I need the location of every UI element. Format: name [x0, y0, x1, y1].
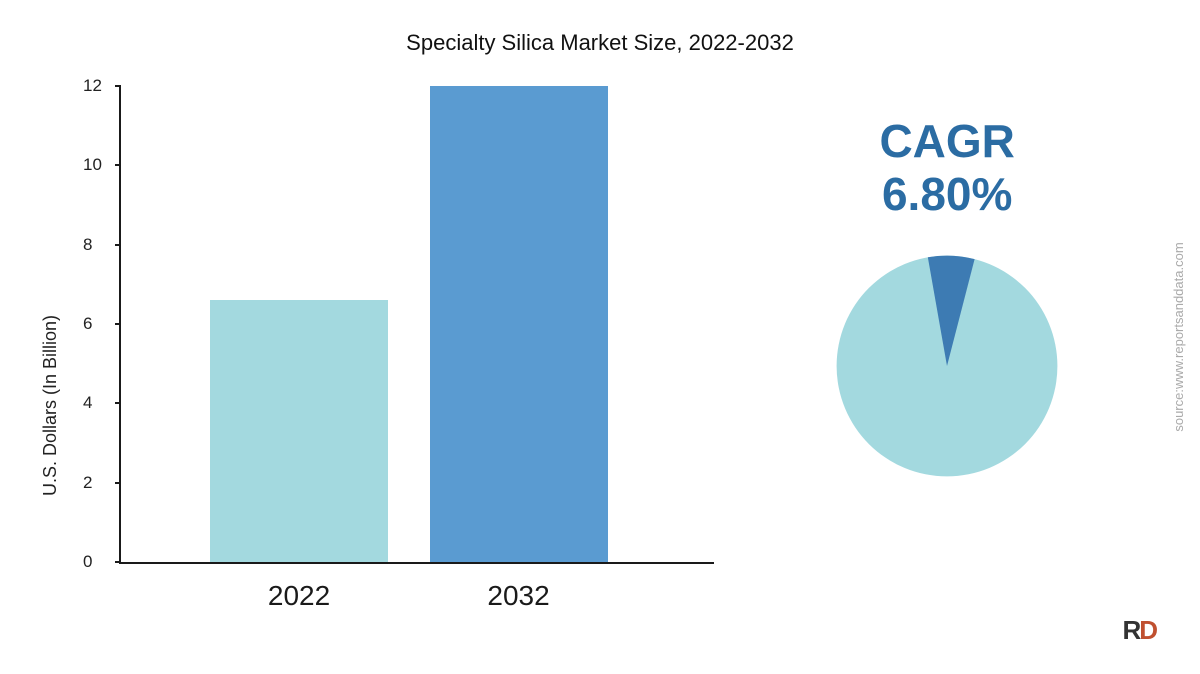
y-tick-label: 8 [83, 235, 92, 255]
y-tick-label: 12 [83, 76, 102, 96]
x-axis-label: 2032 [487, 580, 549, 612]
content-row: U.S. Dollars (In Billion) 0 2 4 6 8 10 12 2022 2… [40, 76, 1160, 654]
logo-d: D [1139, 615, 1156, 645]
logo: RD [1122, 615, 1156, 646]
y-tick-label: 2 [83, 473, 92, 493]
cagr-label: CAGR [879, 116, 1014, 167]
bar [430, 86, 608, 562]
y-tick-mark [115, 323, 121, 325]
y-tick-label: 10 [83, 155, 102, 175]
y-axis-label: U.S. Dollars (In Billion) [40, 76, 61, 654]
y-tick-mark [115, 402, 121, 404]
y-tick-mark [115, 482, 121, 484]
logo-r: R [1122, 615, 1139, 645]
x-axis-label: 2022 [268, 580, 330, 612]
y-tick-mark [115, 85, 121, 87]
chart-container: Specialty Silica Market Size, 2022-2032 … [0, 0, 1200, 674]
y-tick-label: 0 [83, 552, 92, 572]
y-tick-label: 4 [83, 393, 92, 413]
y-tick-mark [115, 561, 121, 563]
chart-area: 0 2 4 6 8 10 12 2022 2032 [69, 76, 734, 654]
cagr-value: 6.80% [882, 167, 1012, 221]
y-tick-mark [115, 164, 121, 166]
pie-chart [832, 251, 1062, 481]
plot-area: 02468101220222032 [119, 86, 714, 564]
bar-chart-section: U.S. Dollars (In Billion) 0 2 4 6 8 10 12 2022 2… [40, 76, 734, 654]
bar [210, 300, 388, 562]
source-attribution: source:www.reportsanddata.com [1171, 242, 1186, 431]
cagr-section: CAGR 6.80% [734, 76, 1160, 481]
chart-title: Specialty Silica Market Size, 2022-2032 [40, 30, 1160, 56]
y-tick-label: 6 [83, 314, 92, 334]
y-tick-mark [115, 244, 121, 246]
